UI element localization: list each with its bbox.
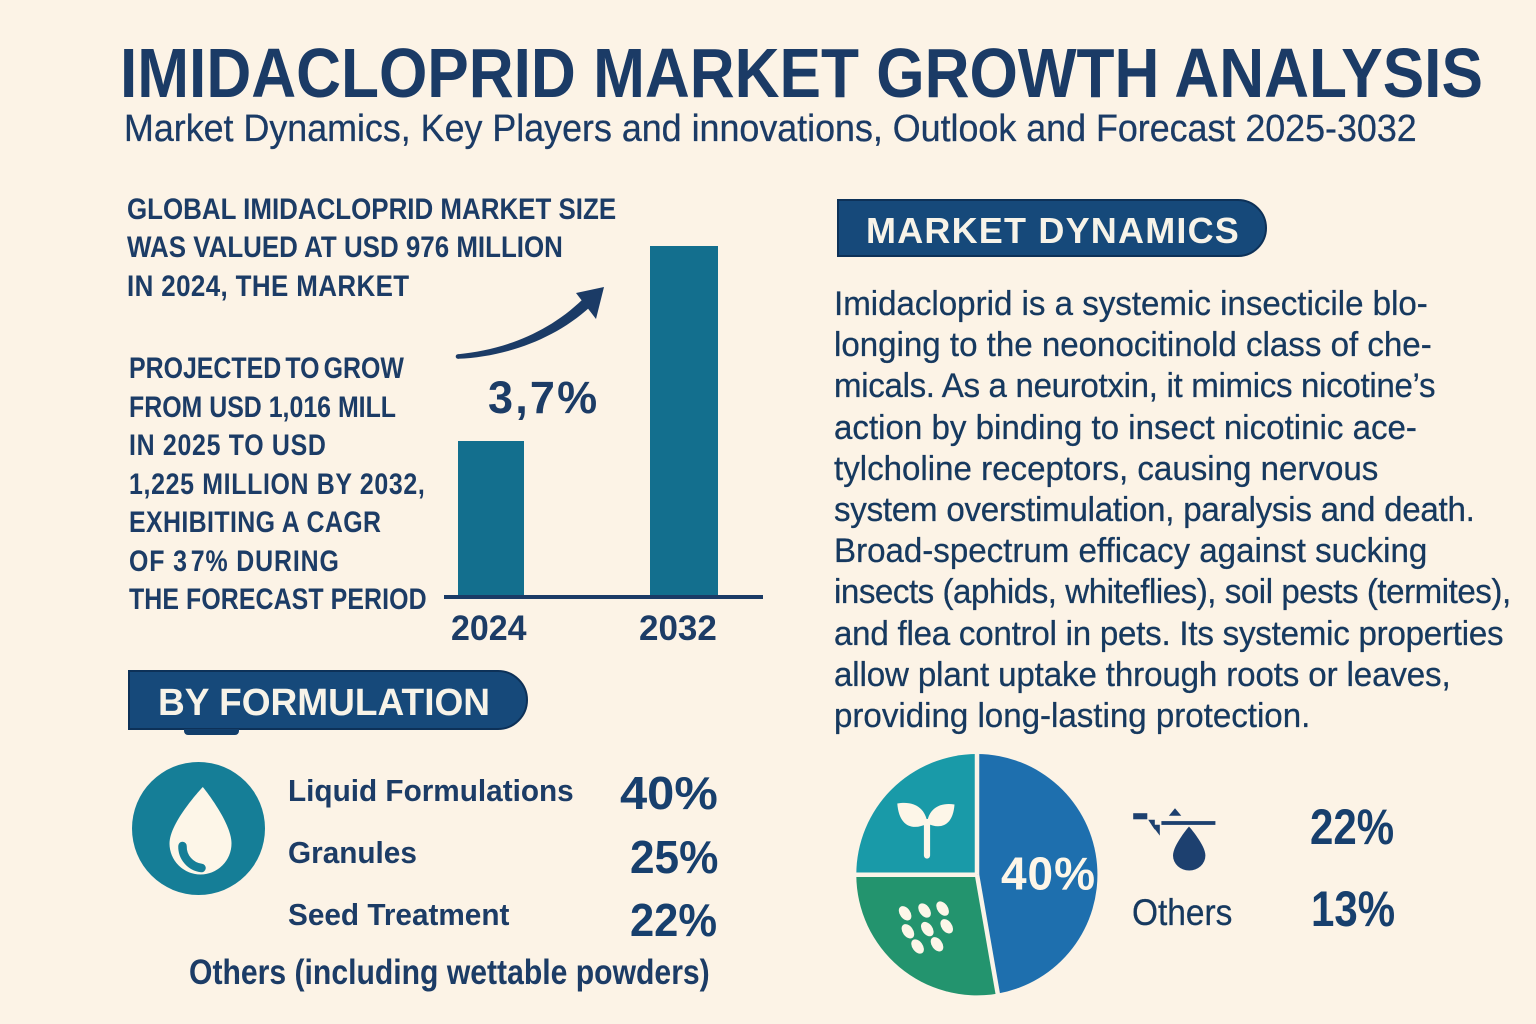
svg-text:40%: 40% — [1001, 848, 1096, 900]
